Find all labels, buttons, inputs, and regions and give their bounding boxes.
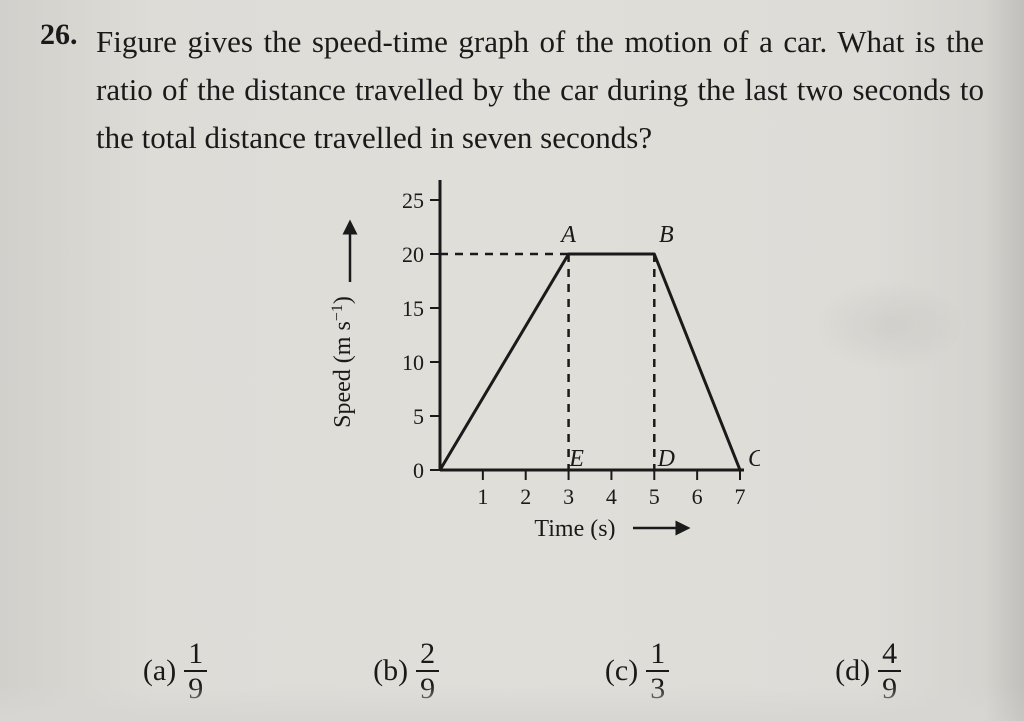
option-d-den: 9: [878, 672, 901, 705]
option-b: (b) 2 9: [373, 637, 439, 705]
svg-text:7: 7: [735, 484, 746, 509]
svg-text:4: 4: [606, 484, 617, 509]
option-c-fraction: 1 3: [646, 637, 669, 705]
speed-time-chart: 1 2 3 4 5 6 7 0 5 10 15 20 25 A B C D E Time (s) Speed (m s…: [320, 180, 760, 540]
svg-text:15: 15: [402, 296, 424, 321]
option-a-num: 1: [184, 637, 207, 670]
option-d-fraction: 4 9: [878, 637, 901, 705]
option-a-den: 9: [184, 672, 207, 705]
option-b-den: 9: [416, 672, 439, 705]
option-c-den: 3: [646, 672, 669, 705]
option-a-label: (a): [143, 654, 176, 688]
svg-text:20: 20: [402, 242, 424, 267]
svg-text:6: 6: [692, 484, 703, 509]
option-a: (a) 1 9: [143, 637, 207, 705]
svg-text:A: A: [559, 222, 576, 248]
svg-text:Time (s): Time (s): [534, 516, 615, 540]
svg-text:B: B: [659, 222, 674, 248]
option-d: (d) 4 9: [835, 637, 901, 705]
option-d-label: (d): [835, 654, 870, 688]
svg-text:E: E: [568, 446, 584, 472]
svg-text:2: 2: [520, 484, 531, 509]
page: 26. Figure gives the speed-time graph of…: [0, 0, 1024, 721]
svg-text:0: 0: [413, 458, 424, 483]
svg-text:10: 10: [402, 350, 424, 375]
svg-text:1: 1: [477, 484, 488, 509]
option-a-fraction: 1 9: [184, 637, 207, 705]
svg-text:25: 25: [402, 188, 424, 213]
option-c: (c) 1 3: [605, 637, 669, 705]
option-c-label: (c): [605, 654, 638, 688]
option-c-num: 1: [646, 637, 669, 670]
question-text: Figure gives the speed-time graph of the…: [96, 18, 984, 162]
question-number: 26.: [40, 18, 96, 162]
svg-text:3: 3: [563, 484, 574, 509]
options-row: (a) 1 9 (b) 2 9 (c) 1 3 (d): [0, 621, 1024, 721]
svg-text:C: C: [748, 446, 760, 472]
option-b-fraction: 2 9: [416, 637, 439, 705]
option-b-label: (b): [373, 654, 408, 688]
svg-text:D: D: [657, 446, 675, 472]
question-row: 26. Figure gives the speed-time graph of…: [40, 18, 984, 162]
option-d-num: 4: [878, 637, 901, 670]
svg-text:Speed (m s−1): Speed (m s−1): [329, 296, 357, 428]
chart-container: 1 2 3 4 5 6 7 0 5 10 15 20 25 A B C D E Time (s) Speed (m s…: [40, 180, 1024, 560]
svg-text:5: 5: [413, 404, 424, 429]
svg-text:5: 5: [649, 484, 660, 509]
option-b-num: 2: [416, 637, 439, 670]
